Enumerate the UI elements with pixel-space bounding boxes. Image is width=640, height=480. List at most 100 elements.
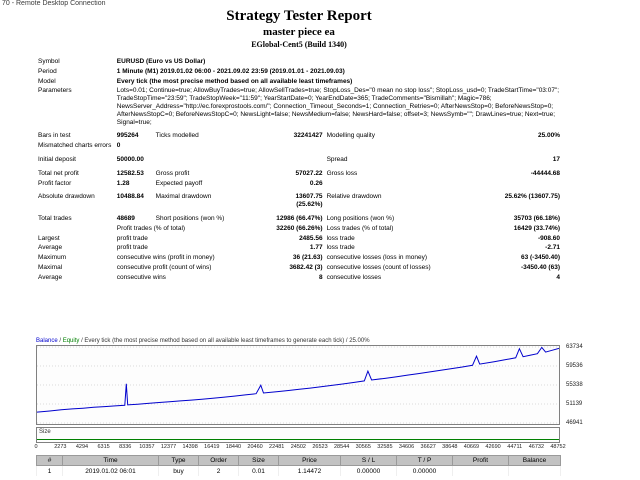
x-axis-label: 16419 [204, 444, 220, 450]
x-axis-label: 6315 [97, 444, 110, 450]
trades-cell: 1.14472 [278, 465, 341, 476]
chart-x-axis-labels: 0 2273 4294 6315 8336 10357 12377 14398 16419 184… [34, 444, 565, 452]
summary-cell: Average [38, 273, 63, 281]
summary-cell: consecutive wins (profit in money) [116, 254, 215, 262]
trades-cell [452, 465, 509, 476]
summary-cell: Relative drawdown [326, 193, 382, 201]
summary-cell: -44444.68 [530, 169, 560, 177]
server-build: EGlobal-Cent5 (Build 1340) [251, 40, 347, 49]
x-axis-label: 28544 [333, 444, 350, 450]
trades-header-cell: Price [278, 455, 341, 466]
summary-cell: Average [38, 244, 63, 252]
summary-row: Average profit trade 1.77 loss trade -2.71 [36, 243, 562, 253]
trades-cell: 0.00000 [340, 465, 397, 476]
summary-row: Parameters Lots=0.01; Continue=true; Allo… [36, 86, 562, 127]
summary-cell: 63 (-3450.40) [520, 254, 560, 262]
rdp-title-fragment: 70 - Remote Desktop Connection [2, 0, 106, 7]
summary-cell: 32241427 [293, 132, 323, 140]
summary-cell: 57027.22 [295, 169, 323, 177]
x-axis-label: 40669 [463, 444, 480, 450]
trades-cell: 2019.01.02 06:01 [62, 465, 159, 476]
summary-cell: 10488.84 [116, 193, 144, 201]
summary-cell: 35703 (66.18%) [513, 214, 560, 222]
ea-name: master piece ea [263, 26, 335, 38]
summary-row: Profit trades (% of total) 32260 (66.26%)… [36, 224, 562, 234]
trades-header-cell: S / L [340, 455, 397, 466]
x-axis-label: 22481 [269, 444, 285, 450]
summary-cell: consecutive wins [116, 273, 166, 281]
trades-header-cell: # [36, 455, 63, 466]
trades-header-cell: Time [62, 455, 159, 466]
x-axis-label: 26523 [312, 444, 328, 450]
summary-row: Bars in test 995264 Ticks modelled 32241427… [36, 131, 562, 141]
summary-cell: 32260 (66.26%) [276, 224, 323, 232]
trades-header-cell: Type [158, 455, 199, 466]
x-axis-label: 14398 [182, 444, 198, 450]
summary-cell: 17 [552, 155, 560, 163]
summary-row: Total net profit 12582.53 Gross profit 5702… [36, 169, 562, 179]
x-axis-label: 20460 [247, 444, 263, 450]
summary-cell: Maximum [38, 254, 67, 262]
summary-cell: 12582.53 [116, 169, 144, 177]
summary-cell: 4 [556, 273, 560, 281]
trades-header-cell: Size [238, 455, 279, 466]
trades-table-body: 1 2019.01.02 06:01 buy 2 0.01 1.14472 0.00000 0… [36, 465, 561, 476]
summary-cell: profit trade [116, 234, 148, 242]
chart-legend: Balance / Equity / Every tick (the most … [36, 338, 636, 344]
summary-cell: 12986 (66.47%) [276, 214, 323, 222]
trades-row: 1 2019.01.02 06:01 buy 2 0.01 1.14472 0.00000 0… [36, 465, 561, 476]
summary-cell: 16429 (33.74%) [513, 224, 560, 232]
summary-cell: Modelling quality [326, 132, 375, 140]
summary-cell: 995264 [116, 132, 139, 140]
summary-row: Largest profit trade 2485.56 loss trade -908… [36, 234, 562, 244]
balance-chart-section: Balance / Equity / Every tick (the most … [34, 338, 636, 452]
summary-row: Total trades 48689 Short positions (won %)… [36, 214, 562, 224]
summary-cell: Mismatched charts errors [38, 142, 112, 150]
x-axis-label: 48752 [550, 444, 566, 450]
report-title: Strategy Tester Report [226, 8, 372, 24]
summary-cell: Maximal [38, 263, 63, 271]
x-axis-label: 44711 [507, 444, 523, 450]
summary-cell: consecutive losses (loss in money) [326, 254, 427, 262]
trades-cell: buy [158, 465, 199, 476]
x-axis-label: 10357 [139, 444, 155, 450]
summary-row: Model Every tick (the most precise method… [36, 77, 562, 87]
summary-cell: Largest [38, 234, 60, 242]
summary-cell: consecutive losses (count of losses) [326, 263, 431, 271]
summary-cell: 1.77 [309, 244, 323, 252]
trades-cell: 0.00000 [396, 465, 453, 476]
summary-cell: -908.60 [537, 234, 560, 242]
x-axis-label: 8336 [119, 444, 132, 450]
summary-cell: loss trade [326, 234, 355, 242]
trades-cell [508, 465, 561, 476]
x-axis-label: 4294 [75, 444, 89, 450]
summary-row: Period 1 Minute (M1) 2019.01.02 06:00 - 2… [36, 67, 562, 77]
summary-cell: Short positions (won %) [155, 214, 225, 222]
summary-cell: 1 Minute (M1) 2019.01.02 06:00 - 2021.09… [116, 67, 345, 75]
summary-cell: profit trade [116, 244, 148, 252]
summary-cell: loss trade [326, 244, 355, 252]
summary-cell: -3450.40 (63) [520, 263, 560, 271]
summary-cell: Profit trades (% of total) [116, 224, 186, 232]
summary-cell: 13607.75 (25.62%) [295, 193, 323, 209]
trades-header-cell: Profit [452, 455, 509, 466]
strategy-tester-report: Strategy Tester Report master piece ea E… [36, 8, 562, 283]
x-axis-label: 42690 [485, 444, 501, 450]
summary-cell: Loss trades (% of total) [326, 224, 394, 232]
summary-cell: Profit factor [38, 179, 72, 187]
summary-cell: EURUSD (Euro vs US Dollar) [116, 58, 206, 65]
balance-chart-svg [36, 346, 560, 424]
summary-cell [325, 179, 562, 189]
summary-cell: Total trades [38, 214, 72, 222]
y-axis-label: 51139 [566, 401, 583, 407]
x-axis-label: 34606 [398, 444, 415, 450]
series-balance-line [36, 346, 560, 413]
summary-cell: 50000.00 [116, 155, 144, 163]
summary-cell: Expected payoff [155, 179, 203, 187]
summary-cell: Parameters [38, 87, 72, 95]
legend-separator: / [59, 338, 62, 344]
trades-cell: 2 [198, 465, 239, 476]
legend-separator: / [81, 338, 83, 344]
